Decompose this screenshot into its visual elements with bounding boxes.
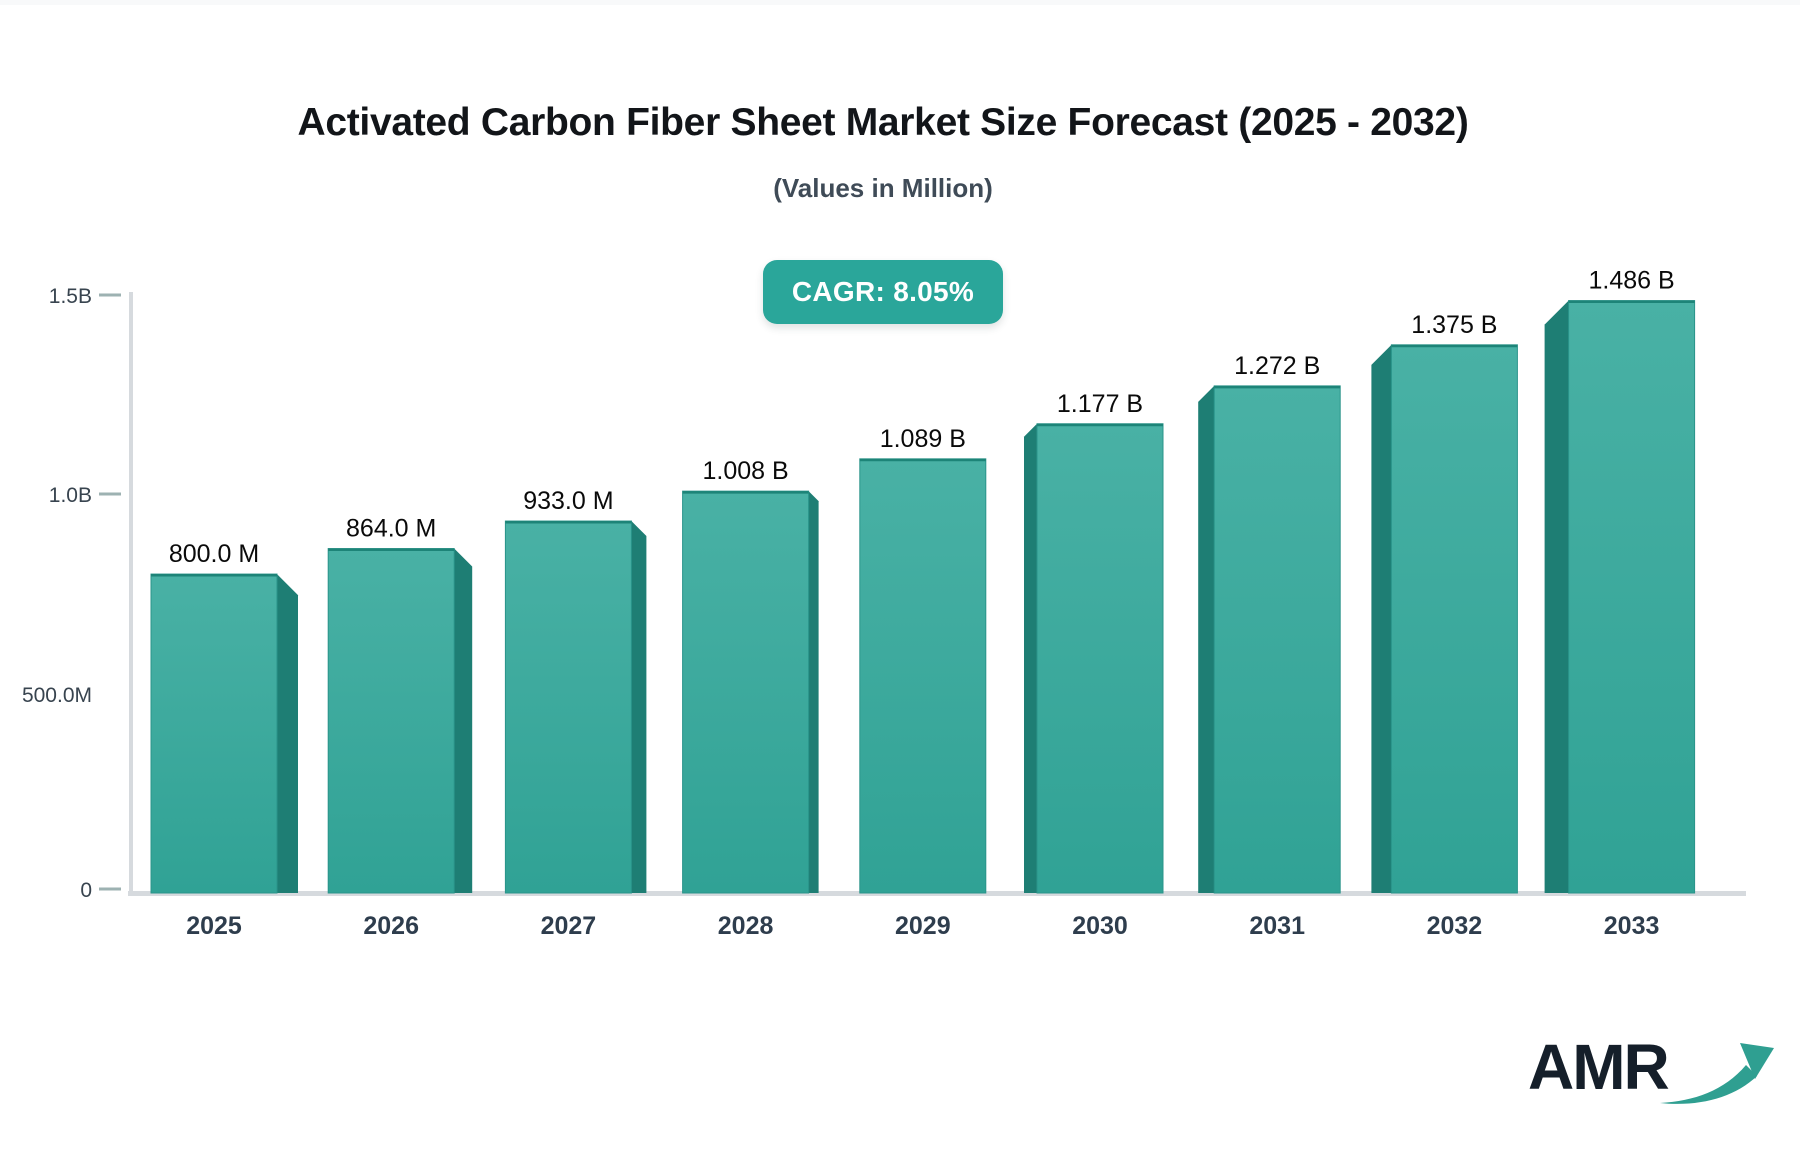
bar-side-2028 <box>808 491 819 893</box>
y-tick-label-1.5B: 1.5B <box>49 285 92 308</box>
bar-side-2027 <box>631 521 647 893</box>
amr-logo-text: AMR <box>1528 1031 1670 1103</box>
bar-chart: 0 500.0M 1.0B 1.5B 800.0 M 2025 864.0 M 2026 933… <box>22 267 1746 940</box>
bar-side-2032 <box>1371 344 1392 893</box>
bar-2031 <box>1213 385 1341 894</box>
x-axis-label-2029: 2029 <box>895 912 951 940</box>
x-axis-label-2031: 2031 <box>1249 912 1305 940</box>
bar-2026 <box>327 548 455 894</box>
bar-2030 <box>1036 423 1164 894</box>
bar-side-2030 <box>1024 423 1037 893</box>
x-axis-label-2027: 2027 <box>541 912 597 940</box>
chart-subtitle: (Values in Million) <box>773 173 993 203</box>
bar-2032 <box>1390 344 1518 894</box>
bar-value-label-2029: 1.089 B <box>880 425 966 453</box>
bar-side-2025 <box>277 574 298 893</box>
x-axis-label-2032: 2032 <box>1427 912 1483 940</box>
bar-side-2033 <box>1544 300 1569 894</box>
x-axis-label-2025: 2025 <box>186 912 242 940</box>
bar-value-label-2027: 933.0 M <box>523 487 613 515</box>
bar-value-label-2032: 1.375 B <box>1411 311 1497 339</box>
bar-2027 <box>504 520 632 894</box>
x-axis-label-2026: 2026 <box>363 912 419 940</box>
y-tick-label-1.0B: 1.0B <box>49 484 92 507</box>
amr-logo: AMR <box>1528 1035 1776 1113</box>
page-title: Activated Carbon Fiber Sheet Market Size… <box>297 101 1469 144</box>
bar-value-label-2028: 1.008 B <box>703 457 789 485</box>
bar-2028 <box>682 490 810 894</box>
bar-value-label-2025: 800.0 M <box>169 540 259 568</box>
bar-2029 <box>859 458 987 894</box>
bar-side-2026 <box>454 548 473 893</box>
x-axis-label-2033: 2033 <box>1604 912 1660 940</box>
x-axis-label-2030: 2030 <box>1072 912 1128 940</box>
bar-value-label-2026: 864.0 M <box>346 515 436 543</box>
y-tick-label-500.0M: 500.0M <box>22 684 92 707</box>
bar-2025 <box>150 573 278 894</box>
bar-value-label-2033: 1.486 B <box>1589 267 1675 295</box>
growth-arrow-icon <box>1659 1043 1774 1104</box>
bar-side-2031 <box>1198 385 1215 893</box>
bar-value-label-2030: 1.177 B <box>1057 390 1143 418</box>
plot-area: 0 500.0M 1.0B 1.5B 800.0 M 2025 864.0 M 2026 933… <box>22 267 1746 940</box>
cagr-badge: CAGR: 8.05% <box>763 260 1003 324</box>
x-axis-label-2028: 2028 <box>718 912 774 940</box>
bar-2033 <box>1568 300 1696 894</box>
bar-value-label-2031: 1.272 B <box>1234 352 1320 380</box>
y-tick-label-0: 0 <box>80 879 92 902</box>
